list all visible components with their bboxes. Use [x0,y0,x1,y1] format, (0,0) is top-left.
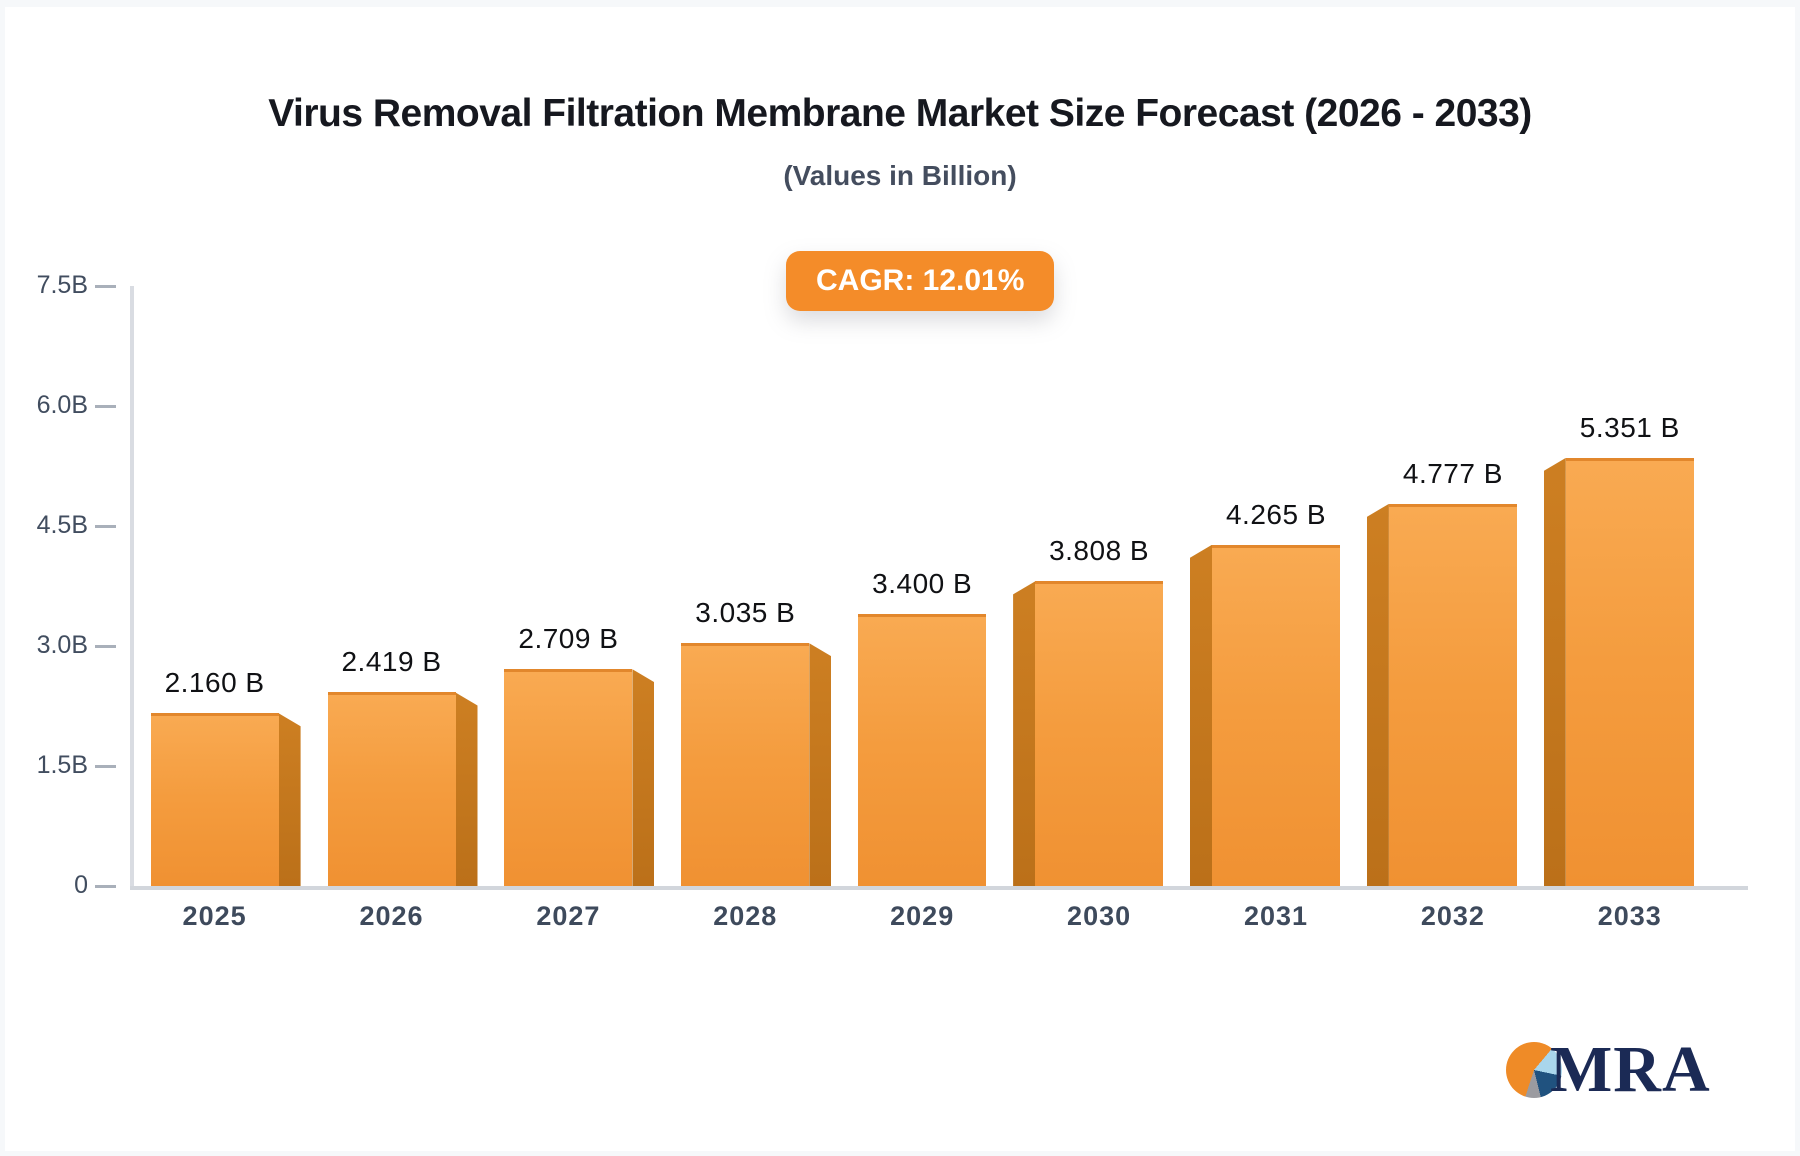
page-subtitle: (Values in Billion) [783,160,1017,191]
bar [1565,457,1694,886]
bar-value-label: 3.035 B [695,597,796,629]
y-tick-label: 7.5B [36,271,88,299]
page-title: Virus Removal Filtration Membrane Market… [268,92,1532,135]
x-axis-label: 2026 [359,901,424,931]
bar-side-panel [1013,581,1036,886]
y-tick-mark [95,405,116,408]
bar-value-label: 4.265 B [1225,498,1327,530]
y-tick-mark [95,765,116,768]
mra-logo: MRA [1506,1033,1746,1106]
y-tick-mark [95,645,116,648]
y-tick-label: 1.5B [36,751,88,779]
bar-side-panel [1366,503,1389,886]
x-axis-label: 2025 [182,901,247,931]
x-axis-baseline [130,886,1748,890]
bar [1388,503,1517,886]
logo-text: MRA [1550,1033,1711,1106]
bar [681,643,810,886]
bar-value-label: 2.709 B [518,623,619,655]
y-tick-label: 4.5B [36,511,88,539]
bar-side-panel [1543,457,1566,886]
bar-side-panel [632,669,655,886]
cagr-badge: CAGR: 12.01% [786,251,1055,311]
pie-chart-logo-icon [1506,1042,1562,1098]
bar-side-panel [1190,544,1212,886]
x-axis-label: 2032 [1420,901,1485,931]
y-tick-label: 3.0B [36,631,88,659]
y-tick-mark [95,885,116,888]
y-tick-label: 6.0B [36,391,88,419]
bar [504,669,633,886]
bar [327,692,456,886]
bar [150,713,279,886]
x-axis-label: 2028 [713,901,778,931]
bar-value-label: 2.419 B [341,646,442,678]
y-axis-line [130,286,134,888]
bar-value-label: 3.808 B [1049,535,1150,567]
x-axis-label: 2030 [1067,901,1132,931]
bar-side-panel [278,713,301,886]
x-axis-label: 2033 [1597,901,1662,931]
x-axis-label: 2029 [890,901,955,931]
bar [858,614,987,886]
bar-side-panel [455,692,478,886]
bar [1212,544,1340,886]
bar-side-panel [809,643,832,886]
x-axis-label: 2031 [1243,901,1309,931]
bar-value-label: 4.777 B [1402,457,1503,489]
bar-value-label: 2.160 B [164,667,265,699]
y-tick-mark [95,285,116,288]
bar-value-label: 5.351 B [1579,411,1680,443]
chart-card: Virus Removal Filtration Membrane Market… [5,7,1795,1151]
x-axis-label: 2027 [536,901,601,931]
y-tick-mark [95,525,116,528]
y-tick-label: 0 [74,871,88,899]
bar [1035,581,1164,886]
bar-value-label: 3.400 B [872,568,973,599]
